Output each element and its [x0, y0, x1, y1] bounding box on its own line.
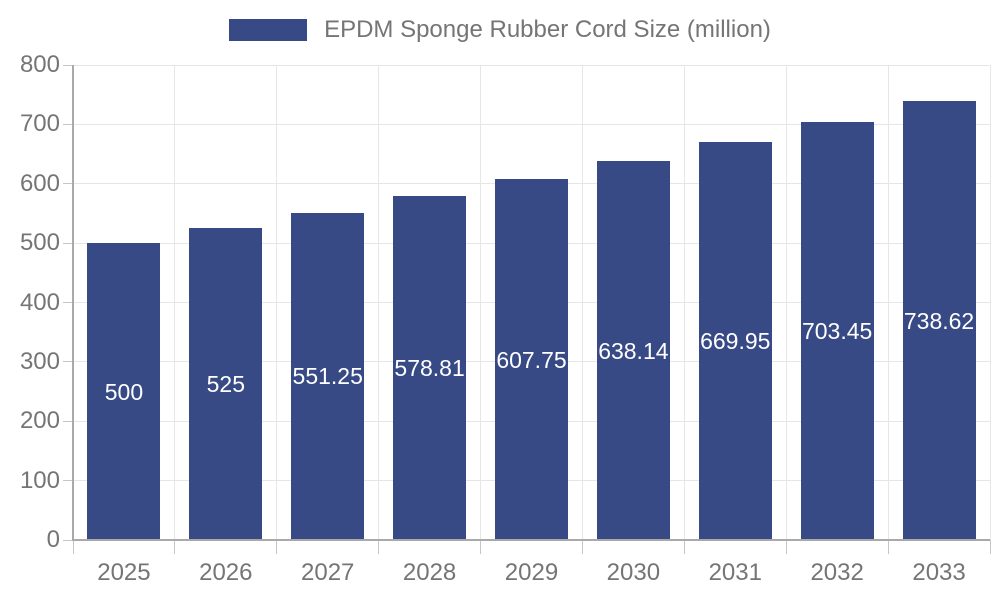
legend-label: EPDM Sponge Rubber Cord Size (million): [324, 16, 771, 43]
bar-value-label: 638.14: [598, 337, 669, 364]
bar[interactable]: [291, 212, 365, 540]
x-axis-tick: [480, 540, 482, 554]
bar-value-label: 500: [104, 378, 144, 405]
x-gridline: [480, 65, 482, 540]
y-tick-label: 100: [19, 466, 60, 494]
x-tick-label: 2027: [301, 559, 355, 586]
y-gridline: [73, 123, 990, 125]
y-gridline: [73, 64, 990, 66]
x-axis-tick: [378, 540, 380, 554]
x-gridline: [276, 65, 278, 540]
y-tick-label: 200: [19, 407, 60, 435]
x-tick-label: 2030: [606, 559, 661, 586]
y-tick-label: 700: [19, 110, 60, 138]
x-tick-label: 2025: [97, 559, 151, 586]
x-tick-label: 2029: [504, 559, 559, 586]
x-axis-line: [72, 539, 990, 541]
bar[interactable]: [596, 161, 670, 540]
y-axis-tick: [63, 420, 73, 422]
x-tick-label: 2031: [708, 559, 762, 586]
bar-value-label: 669.95: [700, 328, 771, 355]
y-axis-tick: [63, 302, 73, 303]
x-tick-label: 2033: [912, 559, 966, 586]
bar[interactable]: [189, 228, 263, 540]
x-axis-tick: [683, 540, 685, 554]
x-axis-tick: [276, 540, 278, 554]
bar-value-label: 578.81: [394, 355, 465, 382]
y-tick-label: 300: [19, 347, 60, 375]
legend-swatch: [229, 19, 308, 41]
x-axis-tick: [72, 540, 74, 554]
x-tick-label: 2026: [199, 559, 253, 586]
x-gridline: [683, 65, 685, 540]
y-axis-tick: [63, 361, 73, 363]
x-gridline: [378, 65, 380, 540]
y-tick-label: 400: [19, 288, 60, 316]
x-gridline: [581, 65, 583, 540]
legend[interactable]: EPDM Sponge Rubber Cord Size (million): [0, 16, 1000, 44]
bar-value-label: 525: [206, 371, 246, 398]
x-gridline: [174, 65, 176, 540]
bar[interactable]: [800, 122, 874, 540]
bar[interactable]: [87, 243, 161, 540]
bar-value-label: 703.45: [801, 318, 873, 345]
bar[interactable]: [495, 179, 568, 540]
bar[interactable]: [698, 142, 772, 540]
bar[interactable]: [393, 196, 467, 540]
y-axis-tick: [63, 64, 73, 66]
y-tick-label: 800: [19, 51, 60, 78]
y-tick-label: 0: [46, 526, 60, 553]
y-axis-tick: [63, 480, 73, 482]
y-axis-tick: [63, 183, 73, 185]
x-gridline: [887, 65, 889, 540]
x-axis-tick: [174, 540, 176, 554]
x-axis-tick: [887, 540, 889, 554]
x-gridline: [989, 65, 991, 540]
y-axis-line: [72, 65, 74, 541]
bar-value-label: 607.75: [496, 346, 567, 373]
x-tick-label: 2032: [810, 559, 864, 586]
y-tick-label: 600: [19, 169, 60, 197]
y-axis-tick: [63, 242, 73, 244]
bar[interactable]: [902, 101, 976, 540]
x-tick-label: 2028: [402, 559, 457, 586]
x-axis-tick: [785, 540, 787, 554]
bar-value-label: 551.25: [292, 363, 363, 390]
x-axis-tick: [581, 540, 583, 554]
bar-value-label: 738.62: [903, 307, 975, 334]
y-tick-label: 500: [19, 229, 60, 257]
x-gridline: [785, 65, 787, 540]
y-axis-tick: [63, 539, 73, 541]
y-axis-tick: [63, 123, 73, 125]
x-axis-tick: [989, 540, 991, 554]
